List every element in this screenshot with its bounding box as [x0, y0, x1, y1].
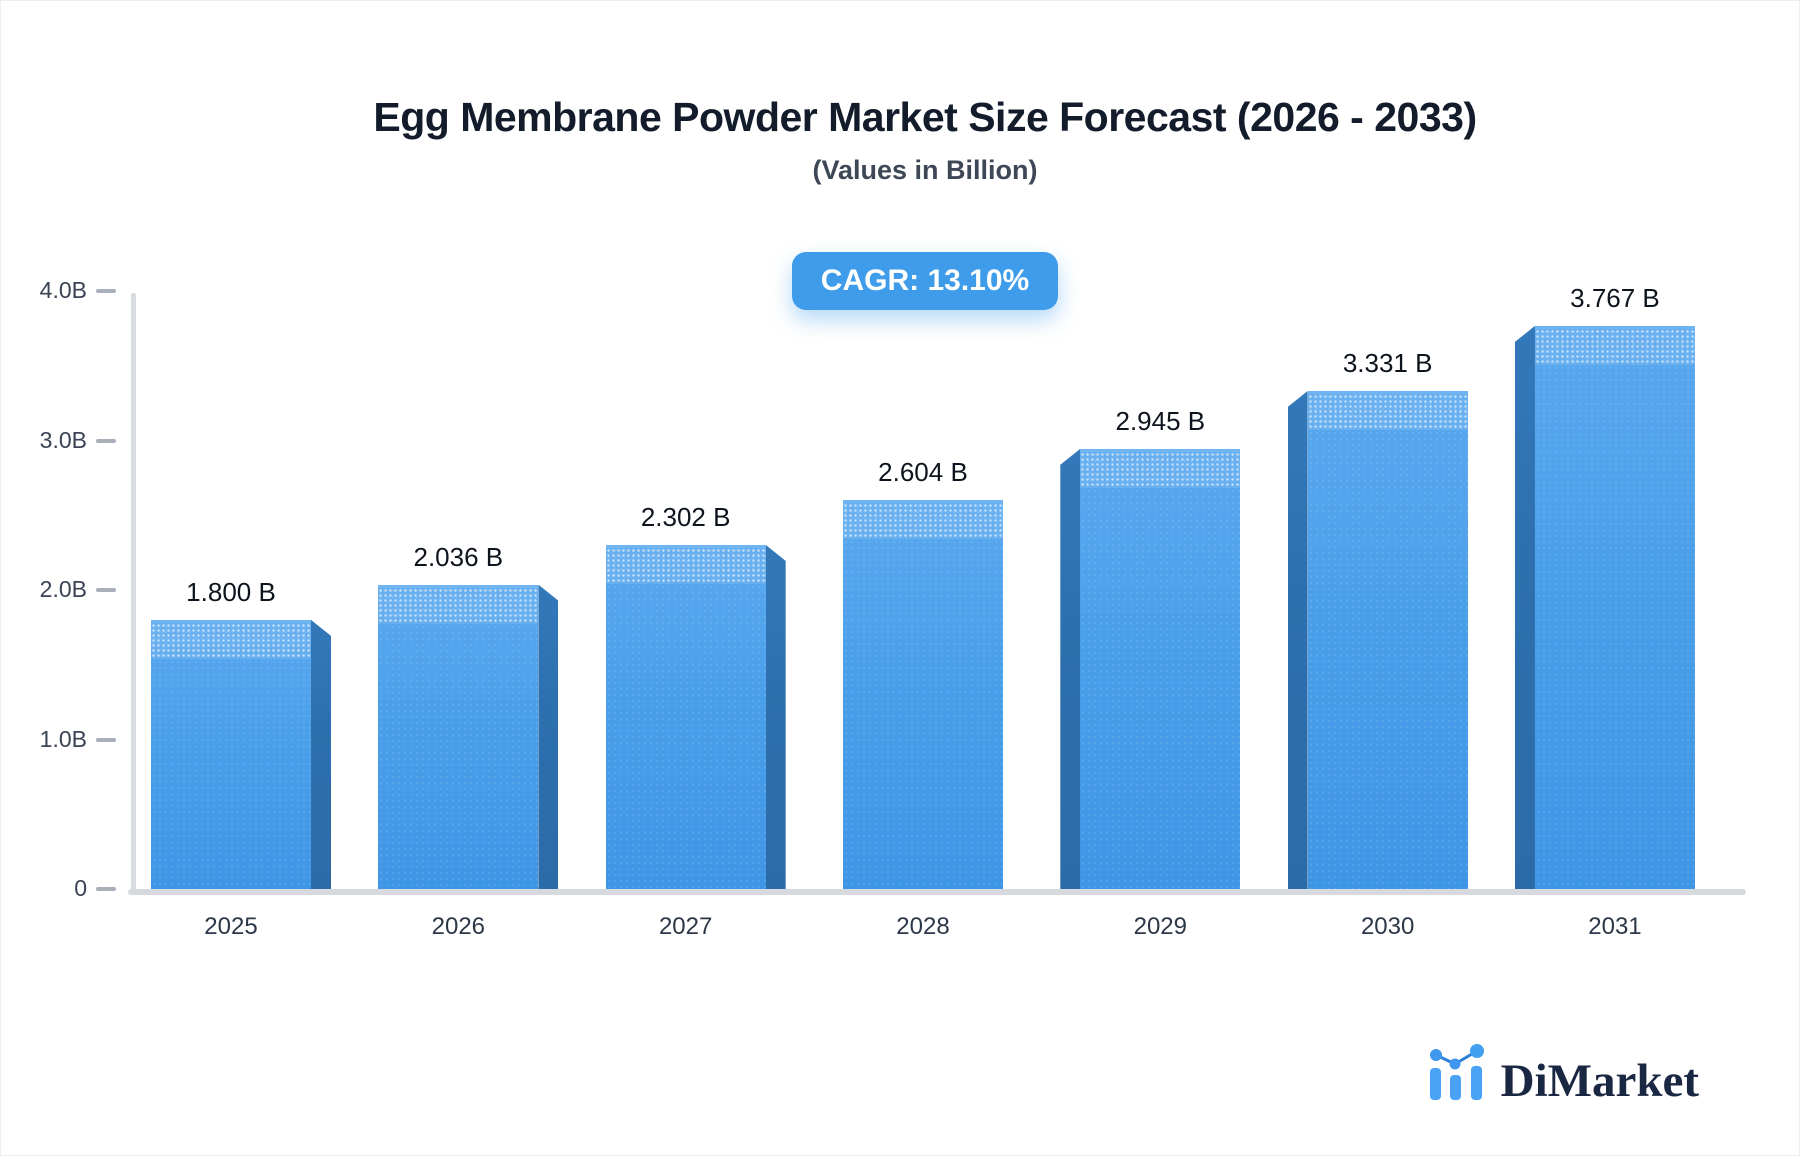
- bar-top-texture: [151, 622, 311, 659]
- bar-face: [378, 584, 539, 889]
- bar-face: [151, 619, 311, 889]
- bar-line-chart-icon: [1428, 1042, 1488, 1105]
- bar-face: [1080, 448, 1241, 889]
- bar-value-label: 3.767 B: [1570, 282, 1660, 313]
- bar-value-label: 2.036 B: [413, 541, 504, 572]
- bar-side-face: [311, 619, 331, 889]
- bar-2031: 3.767 B 2031: [1514, 283, 1695, 940]
- plot-area: 0 1.0B 2.0B 3.0B 4.0B 1.800 B 2025 2.036 B 2026…: [40, 277, 1746, 940]
- bar-side-face: [1514, 325, 1535, 889]
- y-axis-label: 0: [74, 875, 87, 901]
- bar-top-texture: [1307, 394, 1468, 431]
- y-axis-label: 2.0B: [39, 576, 87, 602]
- y-axis-tick: [96, 289, 116, 293]
- dimarket-logo: DiMarket: [1428, 1042, 1699, 1105]
- bar-2030: 3.331 B 2030: [1287, 348, 1468, 940]
- dimarket-logo-text: DiMarket: [1500, 1055, 1699, 1107]
- bar-face: [1307, 391, 1468, 889]
- bar-2027: 2.302 B 2027: [605, 502, 786, 940]
- y-axis-tick: [96, 588, 116, 592]
- bar-top-texture: [842, 502, 1003, 539]
- cagr-badge: CAGR: 13.10%: [791, 252, 1059, 310]
- bar-top-texture: [605, 547, 766, 584]
- bar-value-label: 3.331 B: [1342, 348, 1433, 379]
- x-axis-label: 2031: [1588, 913, 1642, 940]
- chart-title: Egg Membrane Powder Market Size Forecast…: [373, 94, 1477, 140]
- chart-subtitle: (Values in Billion): [812, 155, 1038, 185]
- bar-value-label: 2.945 B: [1115, 405, 1206, 436]
- bar-face: [605, 544, 766, 889]
- y-axis-tick: [96, 887, 116, 891]
- bar-top-texture: [1080, 451, 1241, 488]
- bar-side-face: [538, 584, 559, 889]
- cagr-badge-row: CAGR: 13.10%: [51, 252, 1799, 310]
- y-axis-label: 4.0B: [39, 277, 87, 303]
- bar-value-label: 2.302 B: [640, 501, 731, 532]
- chart-header: Egg Membrane Powder Market Size Forecast…: [51, 1, 1799, 186]
- y-axis-tick: [96, 438, 116, 443]
- x-axis-label: 2025: [204, 913, 258, 940]
- bar-top-texture: [1534, 328, 1695, 365]
- bar-top-texture: [378, 587, 539, 624]
- bar-2026: 2.036 B 2026: [378, 542, 559, 940]
- x-axis-label: 2028: [896, 913, 950, 940]
- x-axis-label: 2026: [431, 913, 486, 940]
- bar-value-label: 2.604 B: [878, 456, 968, 487]
- x-axis-baseline: [128, 889, 1746, 895]
- y-axis-label: 1.0B: [39, 725, 87, 752]
- bar-value-label: 1.800 B: [186, 576, 276, 607]
- y-axis-label: 3.0B: [39, 426, 87, 453]
- bar-face: [842, 499, 1003, 889]
- x-axis-label: 2027: [658, 913, 713, 940]
- bar-side-face: [1287, 391, 1308, 889]
- bar-2025: 1.800 B 2025: [151, 577, 331, 940]
- bars-row: 1.800 B 2025 2.036 B 2026 2.302 B 2027 2.604 B…: [131, 283, 1743, 940]
- bar-side-face: [765, 544, 786, 889]
- bar-face: [1534, 325, 1695, 889]
- bar-2029: 2.945 B 2029: [1060, 406, 1241, 940]
- bar-side-face: [1060, 448, 1081, 889]
- x-axis-label: 2030: [1360, 913, 1415, 940]
- y-axis-tick: [96, 737, 116, 742]
- x-axis-label: 2029: [1133, 913, 1187, 940]
- y-axis-line: [131, 293, 136, 893]
- bar-2028: 2.604 B 2028: [833, 457, 1013, 940]
